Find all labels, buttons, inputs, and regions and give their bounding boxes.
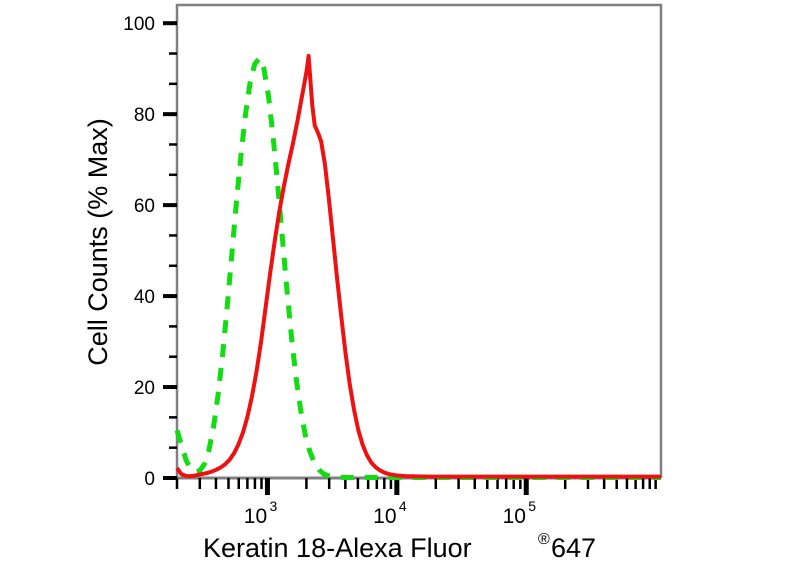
- y-axis-tick-labels: 0 20 40 60 80 100: [123, 14, 155, 490]
- y-tick-label: 20: [134, 378, 155, 399]
- x-tick-label-mantissa: 10: [244, 505, 267, 528]
- series-line-isotype-control: [174, 55, 661, 481]
- y-axis-ticks: [163, 21, 177, 480]
- x-axis-ticks: [175, 478, 657, 495]
- x-axis-title-tail: 647: [551, 533, 596, 563]
- y-tick-label: 40: [134, 287, 155, 308]
- x-axis-title-main: Keratin 18-Alexa Fluor: [203, 533, 472, 563]
- y-tick-label: 0: [144, 469, 155, 490]
- x-tick-label-mantissa: 10: [373, 505, 396, 528]
- x-axis-tick-labels: 10 3 10 4 10 5: [244, 498, 536, 528]
- x-tick-label-exponent: 5: [528, 498, 536, 514]
- y-axis-title: Cell Counts (% Max): [83, 118, 113, 366]
- y-axis-title-text: Cell Counts (% Max): [83, 118, 113, 366]
- y-tick-label: 60: [134, 196, 155, 217]
- x-tick-label-exponent: 4: [399, 498, 407, 514]
- x-axis-title-registered-icon: ®: [538, 531, 550, 548]
- x-tick-label-exponent: 3: [269, 498, 277, 514]
- data-series-group: [174, 53, 661, 481]
- series-line-keratin-18-stained: [175, 53, 661, 479]
- x-tick-label-mantissa: 10: [503, 505, 526, 528]
- y-tick-label: 80: [134, 105, 155, 126]
- x-axis-title: Keratin 18-Alexa Fluor ® 647: [203, 531, 596, 563]
- y-tick-label: 100: [123, 14, 155, 35]
- plot-border: [175, 3, 663, 478]
